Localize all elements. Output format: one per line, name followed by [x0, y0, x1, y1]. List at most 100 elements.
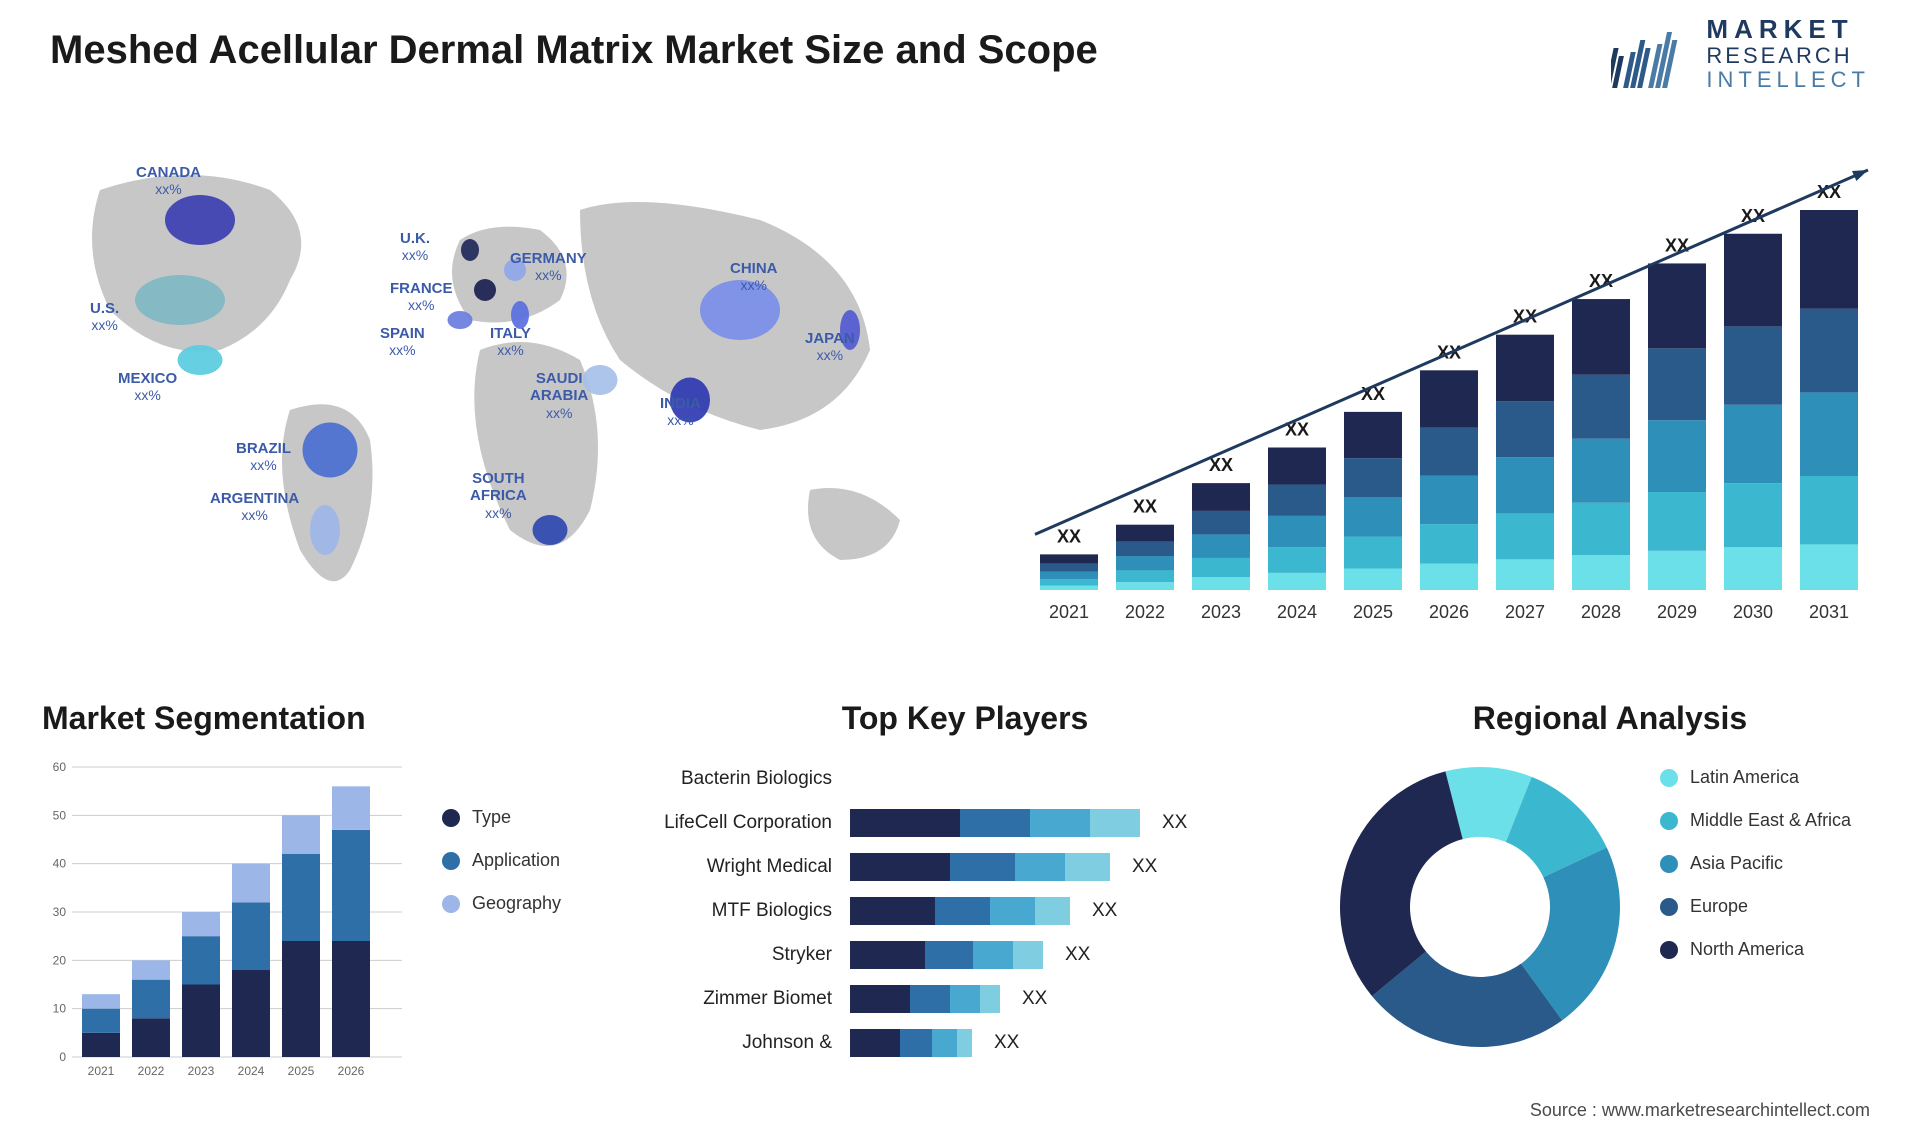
player-bar-segment — [932, 1029, 957, 1057]
legend-dot-icon — [1660, 855, 1678, 873]
player-bar — [850, 809, 1140, 837]
player-bar-segment — [850, 985, 910, 1013]
logo-text-3: INTELLECT — [1706, 68, 1870, 92]
country-label: SOUTHAFRICAxx% — [470, 470, 527, 522]
svg-text:30: 30 — [53, 905, 67, 919]
country-label: FRANCExx% — [390, 280, 453, 315]
segmentation-panel: Market Segmentation 01020304050602021202… — [42, 700, 602, 1087]
player-value: XX — [1132, 856, 1157, 878]
player-bar-segment — [960, 809, 1030, 837]
player-bar-segment — [1030, 809, 1090, 837]
player-bar-segment — [850, 897, 935, 925]
player-bar-segment — [980, 985, 1000, 1013]
player-bar-segment — [900, 1029, 932, 1057]
player-bar — [850, 853, 1110, 881]
forecast-chart: XX2021XX2022XX2023XX2024XX2025XX2026XX20… — [1010, 150, 1880, 630]
source-attribution: Source : www.marketresearchintellect.com — [1530, 1100, 1870, 1121]
player-bar-segment — [850, 941, 925, 969]
player-row: Zimmer BiometXX — [640, 977, 1290, 1021]
svg-text:60: 60 — [53, 760, 67, 774]
svg-text:10: 10 — [53, 1002, 67, 1016]
player-bar-segment — [1090, 809, 1140, 837]
player-bar-segment — [850, 1029, 900, 1057]
regional-donut — [1330, 757, 1630, 1057]
player-bar-segment — [950, 985, 980, 1013]
country-label: MEXICOxx% — [118, 370, 177, 405]
logo-text-1: MARKET — [1706, 15, 1870, 44]
svg-text:2029: 2029 — [1657, 602, 1697, 622]
regional-panel: Regional Analysis Latin America Middle Ea… — [1330, 700, 1890, 1057]
player-bar-segment — [1015, 853, 1065, 881]
legend-dot-icon — [1660, 941, 1678, 959]
svg-text:2026: 2026 — [1429, 602, 1469, 622]
country-label: U.K.xx% — [400, 230, 430, 265]
player-label: MTF Biologics — [640, 900, 840, 922]
brand-logo: MARKET RESEARCH INTELLECT — [1611, 15, 1870, 92]
legend-item: North America — [1660, 939, 1851, 960]
svg-text:2023: 2023 — [188, 1064, 215, 1078]
legend-item: Type — [442, 807, 561, 828]
player-bar-segment — [973, 941, 1013, 969]
regional-legend: Latin America Middle East & Africa Asia Pa… — [1660, 757, 1851, 960]
legend-item: Asia Pacific — [1660, 853, 1851, 874]
legend-label: Europe — [1690, 896, 1748, 917]
regional-title: Regional Analysis — [1330, 700, 1890, 737]
legend-item: Middle East & Africa — [1660, 810, 1851, 831]
player-bar-segment — [850, 809, 960, 837]
country-label: CANADAxx% — [136, 164, 201, 199]
svg-text:2024: 2024 — [1277, 602, 1317, 622]
legend-item: Geography — [442, 893, 561, 914]
legend-label: Type — [472, 807, 511, 828]
country-label: SAUDIARABIAxx% — [530, 370, 588, 422]
svg-text:2021: 2021 — [88, 1064, 115, 1078]
svg-text:40: 40 — [53, 857, 67, 871]
logo-text-2: RESEARCH — [1706, 44, 1870, 68]
segmentation-chart: 0102030405060202120222023202420252026 — [42, 757, 412, 1087]
segmentation-legend: Type Application Geography — [442, 757, 561, 1087]
segmentation-title: Market Segmentation — [42, 700, 602, 737]
legend-dot-icon — [1660, 898, 1678, 916]
player-label: Johnson & — [640, 1032, 840, 1054]
svg-text:2025: 2025 — [1353, 602, 1393, 622]
legend-item: Latin America — [1660, 767, 1851, 788]
legend-dot-icon — [1660, 769, 1678, 787]
svg-text:50: 50 — [53, 808, 67, 822]
player-row: Johnson & XX — [640, 1021, 1290, 1065]
legend-label: Application — [472, 850, 560, 871]
svg-text:2026: 2026 — [338, 1064, 365, 1078]
player-bar-segment — [1013, 941, 1043, 969]
player-value: XX — [994, 1032, 1019, 1054]
logo-bars-icon — [1611, 18, 1691, 88]
player-bar-segment — [935, 897, 990, 925]
player-label: Wright Medical — [640, 856, 840, 878]
svg-text:2023: 2023 — [1201, 602, 1241, 622]
legend-item: Europe — [1660, 896, 1851, 917]
svg-text:2025: 2025 — [288, 1064, 315, 1078]
legend-dot-icon — [1660, 812, 1678, 830]
player-bar — [850, 985, 1000, 1013]
svg-text:2024: 2024 — [238, 1064, 265, 1078]
country-label: JAPANxx% — [805, 330, 855, 365]
country-label: SPAINxx% — [380, 325, 425, 360]
country-label: BRAZILxx% — [236, 440, 291, 475]
country-label: GERMANYxx% — [510, 250, 587, 285]
player-row: MTF BiologicsXX — [640, 889, 1290, 933]
legend-item: Application — [442, 850, 561, 871]
svg-text:2022: 2022 — [1125, 602, 1165, 622]
player-bar — [850, 941, 1043, 969]
country-label: U.S.xx% — [90, 300, 119, 335]
svg-text:0: 0 — [59, 1050, 66, 1064]
country-label: ITALYxx% — [490, 325, 531, 360]
svg-text:2022: 2022 — [138, 1064, 165, 1078]
player-bar-segment — [990, 897, 1035, 925]
player-row: LifeCell CorporationXX — [640, 801, 1290, 845]
player-bar-segment — [910, 985, 950, 1013]
player-row: StrykerXX — [640, 933, 1290, 977]
player-bar-segment — [850, 853, 950, 881]
player-bar-segment — [950, 853, 1015, 881]
player-value: XX — [1022, 988, 1047, 1010]
svg-text:2031: 2031 — [1809, 602, 1849, 622]
svg-text:XX: XX — [1057, 526, 1081, 546]
legend-label: North America — [1690, 939, 1804, 960]
legend-dot-icon — [442, 809, 460, 827]
